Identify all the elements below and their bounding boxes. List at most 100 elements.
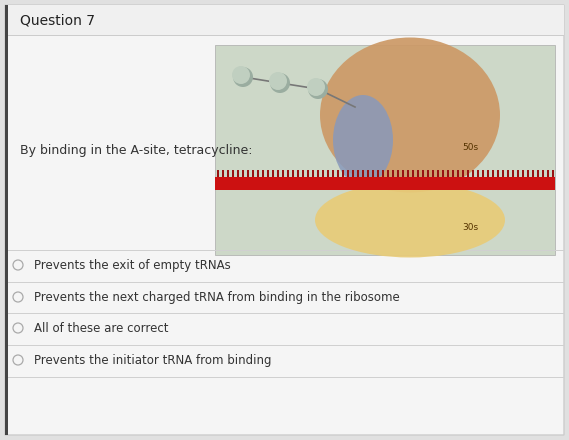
Bar xyxy=(262,170,264,177)
Circle shape xyxy=(232,66,250,84)
Text: By binding in the A-site, tetracycline:: By binding in the A-site, tetracycline: xyxy=(20,143,253,157)
Bar xyxy=(222,170,224,177)
Bar xyxy=(307,170,309,177)
Bar xyxy=(467,170,469,177)
Bar xyxy=(8,282,564,283)
Bar xyxy=(337,170,339,177)
Circle shape xyxy=(233,67,253,87)
Bar xyxy=(387,170,389,177)
Bar xyxy=(377,170,379,177)
Bar xyxy=(257,170,259,177)
Bar xyxy=(227,170,229,177)
Bar xyxy=(452,170,454,177)
Bar xyxy=(372,170,374,177)
Text: Prevents the initiator tRNA from binding: Prevents the initiator tRNA from binding xyxy=(34,353,271,367)
Bar xyxy=(392,170,394,177)
Bar xyxy=(215,177,555,190)
Bar xyxy=(417,170,419,177)
Bar xyxy=(8,345,564,346)
Bar xyxy=(342,170,344,177)
Circle shape xyxy=(13,292,23,302)
Bar xyxy=(8,35,564,36)
Bar xyxy=(8,5,564,35)
Text: Prevents the next charged tRNA from binding in the ribosome: Prevents the next charged tRNA from bind… xyxy=(34,290,400,304)
Bar xyxy=(8,313,564,314)
Bar xyxy=(322,170,324,177)
Bar xyxy=(252,170,254,177)
Bar xyxy=(527,170,529,177)
Bar xyxy=(8,377,564,378)
Bar xyxy=(242,170,244,177)
Bar xyxy=(327,170,329,177)
Bar xyxy=(272,170,274,177)
Bar xyxy=(402,170,404,177)
Bar xyxy=(422,170,424,177)
Bar xyxy=(282,170,284,177)
Bar xyxy=(507,170,509,177)
Bar xyxy=(432,170,434,177)
Circle shape xyxy=(270,73,290,93)
Bar xyxy=(357,170,359,177)
Bar xyxy=(502,170,504,177)
Circle shape xyxy=(307,78,325,96)
Bar xyxy=(462,170,464,177)
Bar xyxy=(412,170,414,177)
Bar xyxy=(497,170,499,177)
Bar xyxy=(287,170,289,177)
Bar xyxy=(367,170,369,177)
Bar xyxy=(427,170,429,177)
Circle shape xyxy=(13,323,23,333)
Bar xyxy=(332,170,334,177)
Bar xyxy=(532,170,534,177)
Text: All of these are correct: All of these are correct xyxy=(34,322,168,334)
Ellipse shape xyxy=(315,183,505,257)
Bar xyxy=(442,170,444,177)
Circle shape xyxy=(13,355,23,365)
Bar xyxy=(457,170,459,177)
Bar xyxy=(237,170,239,177)
Text: 50s: 50s xyxy=(462,143,478,151)
Bar xyxy=(552,170,554,177)
Bar xyxy=(292,170,294,177)
Text: 30s: 30s xyxy=(462,223,478,231)
Bar xyxy=(232,170,234,177)
Bar xyxy=(267,170,269,177)
Bar xyxy=(347,170,349,177)
Text: Prevents the exit of empty tRNAs: Prevents the exit of empty tRNAs xyxy=(34,259,231,271)
Circle shape xyxy=(308,79,328,99)
Bar xyxy=(297,170,299,177)
Bar xyxy=(215,45,555,255)
Bar xyxy=(312,170,314,177)
Bar xyxy=(547,170,549,177)
Bar xyxy=(217,170,219,177)
Circle shape xyxy=(13,260,23,270)
Bar xyxy=(317,170,319,177)
Bar xyxy=(382,170,384,177)
Bar xyxy=(517,170,519,177)
Ellipse shape xyxy=(333,95,393,185)
Bar xyxy=(8,250,564,251)
Bar xyxy=(247,170,249,177)
FancyBboxPatch shape xyxy=(5,5,564,435)
Bar xyxy=(537,170,539,177)
Bar xyxy=(5,5,8,435)
Ellipse shape xyxy=(320,37,500,193)
Bar xyxy=(447,170,449,177)
Bar xyxy=(352,170,354,177)
Circle shape xyxy=(269,72,287,90)
Bar xyxy=(492,170,494,177)
Text: Question 7: Question 7 xyxy=(20,13,95,27)
Bar xyxy=(437,170,439,177)
Bar xyxy=(302,170,304,177)
Bar xyxy=(522,170,524,177)
Bar xyxy=(472,170,474,177)
Bar xyxy=(407,170,409,177)
Bar xyxy=(277,170,279,177)
Bar xyxy=(482,170,484,177)
Bar xyxy=(362,170,364,177)
Bar xyxy=(397,170,399,177)
Bar xyxy=(477,170,479,177)
Bar xyxy=(487,170,489,177)
Bar xyxy=(512,170,514,177)
Bar xyxy=(542,170,544,177)
